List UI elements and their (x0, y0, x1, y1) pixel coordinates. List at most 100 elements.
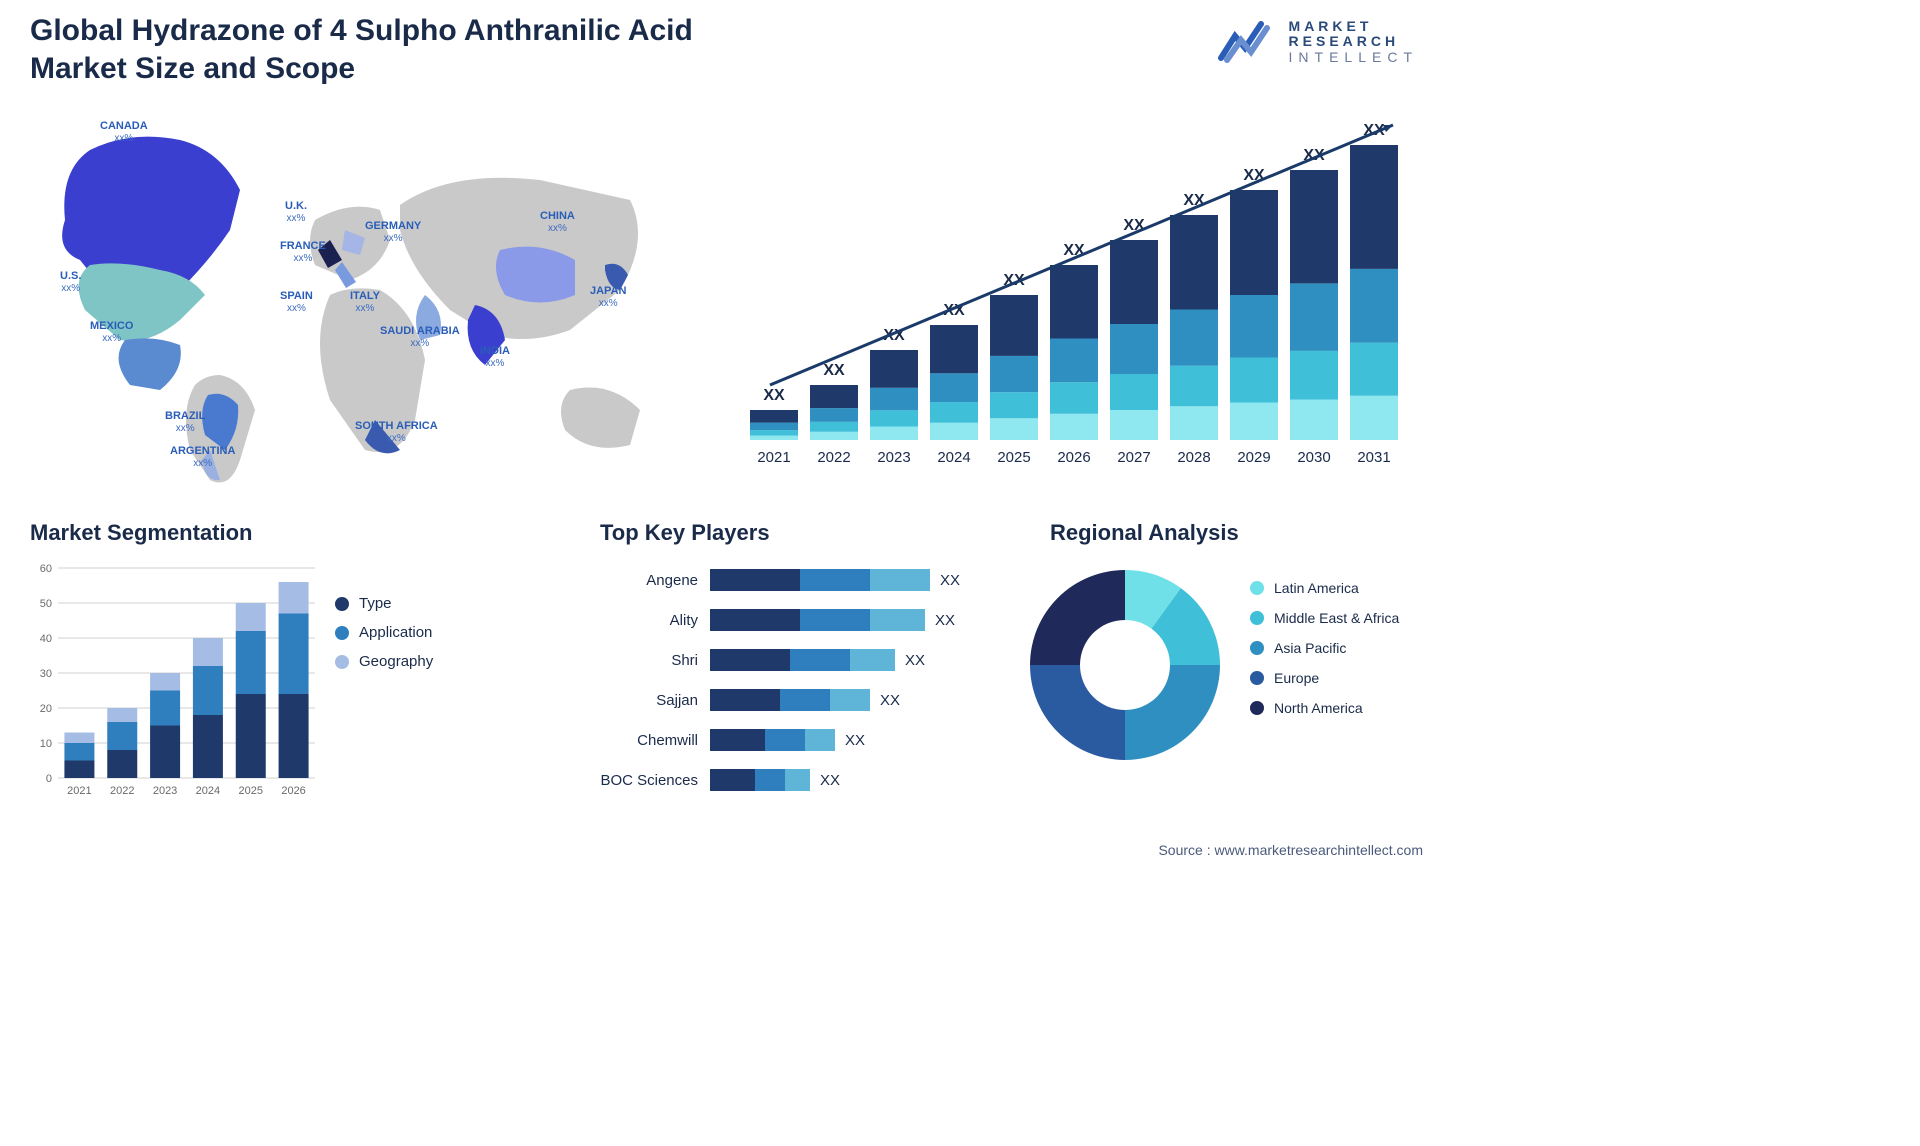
growth-bar-seg (810, 385, 858, 408)
seg-bar-geography (150, 673, 180, 691)
legend-swatch (1250, 641, 1264, 655)
player-row-shri: ShriXX (600, 640, 1000, 680)
growth-bar-seg (990, 295, 1038, 356)
growth-bar-seg (1290, 400, 1338, 441)
growth-bar-seg (1230, 358, 1278, 403)
page-title: Global Hydrazone of 4 Sulpho Anthranilic… (30, 12, 750, 87)
svg-text:2026: 2026 (281, 785, 305, 797)
player-bar (710, 649, 895, 671)
player-bar-seg (850, 649, 895, 671)
map-china (496, 247, 575, 303)
legend-label: Middle East & Africa (1274, 610, 1399, 626)
growth-x-label: 2031 (1357, 449, 1390, 466)
legend-swatch (1250, 671, 1264, 685)
growth-x-label: 2029 (1237, 449, 1270, 466)
player-bar-seg (710, 649, 790, 671)
seg-bar-type (107, 750, 137, 778)
player-bar-seg (870, 609, 925, 631)
growth-bar-seg (1110, 374, 1158, 410)
seg-bar-application (236, 631, 266, 694)
svg-text:2025: 2025 (239, 785, 263, 797)
svg-text:0: 0 (46, 773, 52, 785)
player-bar-seg (755, 769, 785, 791)
map-label-mexico: MEXICOxx% (90, 320, 133, 344)
donut-slice-europe (1030, 665, 1125, 760)
growth-bar-seg (1290, 351, 1338, 400)
growth-bar-seg (870, 350, 918, 388)
growth-x-label: 2023 (877, 449, 910, 466)
growth-bar-seg (930, 402, 978, 423)
donut-slice-asia-pacific (1125, 665, 1220, 760)
player-bar-seg (780, 689, 830, 711)
region-legend-latin-america: Latin America (1250, 580, 1399, 596)
segmentation-chart: 0102030405060202120222023202420252026 (30, 560, 320, 800)
svg-text:2022: 2022 (110, 785, 134, 797)
svg-text:10: 10 (40, 738, 52, 750)
player-name: BOC Sciences (600, 772, 710, 789)
market-growth-chart: XX2021XX2022XX2023XX2024XX2025XX2026XX20… (730, 110, 1420, 480)
player-bar (710, 729, 835, 751)
player-bar-seg (710, 609, 800, 631)
growth-bar-seg (750, 410, 798, 423)
heading-players: Top Key Players (600, 520, 770, 546)
growth-bar-seg (1110, 410, 1158, 440)
player-value: XX (880, 692, 900, 709)
growth-top-label: XX (763, 387, 785, 404)
growth-bar-seg (1110, 324, 1158, 374)
growth-bar-seg (810, 408, 858, 422)
region-legend-asia-pacific: Asia Pacific (1250, 640, 1399, 656)
player-bar-seg (805, 729, 835, 751)
growth-x-label: 2025 (997, 449, 1030, 466)
regional-legend: Latin America Middle East & Africa Asia Pa… (1250, 580, 1399, 730)
player-row-sajjan: Sajjan XX (600, 680, 1000, 720)
player-row-chemwill: Chemwill XX (600, 720, 1000, 760)
heading-segmentation: Market Segmentation (30, 520, 253, 546)
legend-label: North America (1274, 700, 1363, 716)
player-value: XX (940, 572, 960, 589)
legend-label: Application (359, 624, 432, 641)
svg-text:2021: 2021 (67, 785, 91, 797)
donut-slice-north-america (1030, 570, 1125, 665)
seg-bar-type (64, 761, 94, 779)
seg-bar-application (279, 614, 309, 695)
seg-bar-application (193, 666, 223, 715)
svg-text:50: 50 (40, 598, 52, 610)
growth-bar-seg (1050, 382, 1098, 414)
region-legend-north-america: North America (1250, 700, 1399, 716)
legend-swatch (1250, 611, 1264, 625)
seg-legend-geography: Geography (335, 653, 433, 670)
map-label-china: CHINAxx% (540, 210, 575, 234)
legend-swatch (335, 597, 349, 611)
map-label-germany: GERMANYxx% (365, 220, 421, 244)
player-name: Sajjan (600, 692, 710, 709)
svg-text:30: 30 (40, 668, 52, 680)
growth-x-label: 2021 (757, 449, 790, 466)
map-label-italy: ITALYxx% (350, 290, 380, 314)
logo-text-2: RESEARCH (1289, 34, 1418, 49)
player-bar-seg (710, 689, 780, 711)
player-name: Chemwill (600, 732, 710, 749)
growth-bar-seg (1350, 343, 1398, 396)
map-label-canada: CANADAxx% (100, 120, 148, 144)
map-label-japan: JAPANxx% (590, 285, 626, 309)
seg-bar-type (279, 694, 309, 778)
legend-label: Asia Pacific (1274, 640, 1346, 656)
growth-bar-seg (1290, 283, 1338, 351)
legend-swatch (335, 626, 349, 640)
player-bar (710, 769, 810, 791)
seg-legend-application: Application (335, 624, 433, 641)
player-name: Ality (600, 612, 710, 629)
growth-bar-seg (1230, 190, 1278, 295)
map-label-france: FRANCExx% (280, 240, 326, 264)
growth-bar-seg (1170, 215, 1218, 310)
seg-bar-geography (236, 603, 266, 631)
growth-bar-seg (1290, 170, 1338, 283)
map-label-u-k-: U.K.xx% (285, 200, 307, 224)
growth-bar-seg (990, 356, 1038, 392)
svg-text:60: 60 (40, 563, 52, 575)
seg-bar-type (150, 726, 180, 779)
player-bar-seg (800, 569, 870, 591)
growth-bar-seg (1050, 265, 1098, 339)
player-value: XX (845, 732, 865, 749)
player-bar (710, 569, 930, 591)
